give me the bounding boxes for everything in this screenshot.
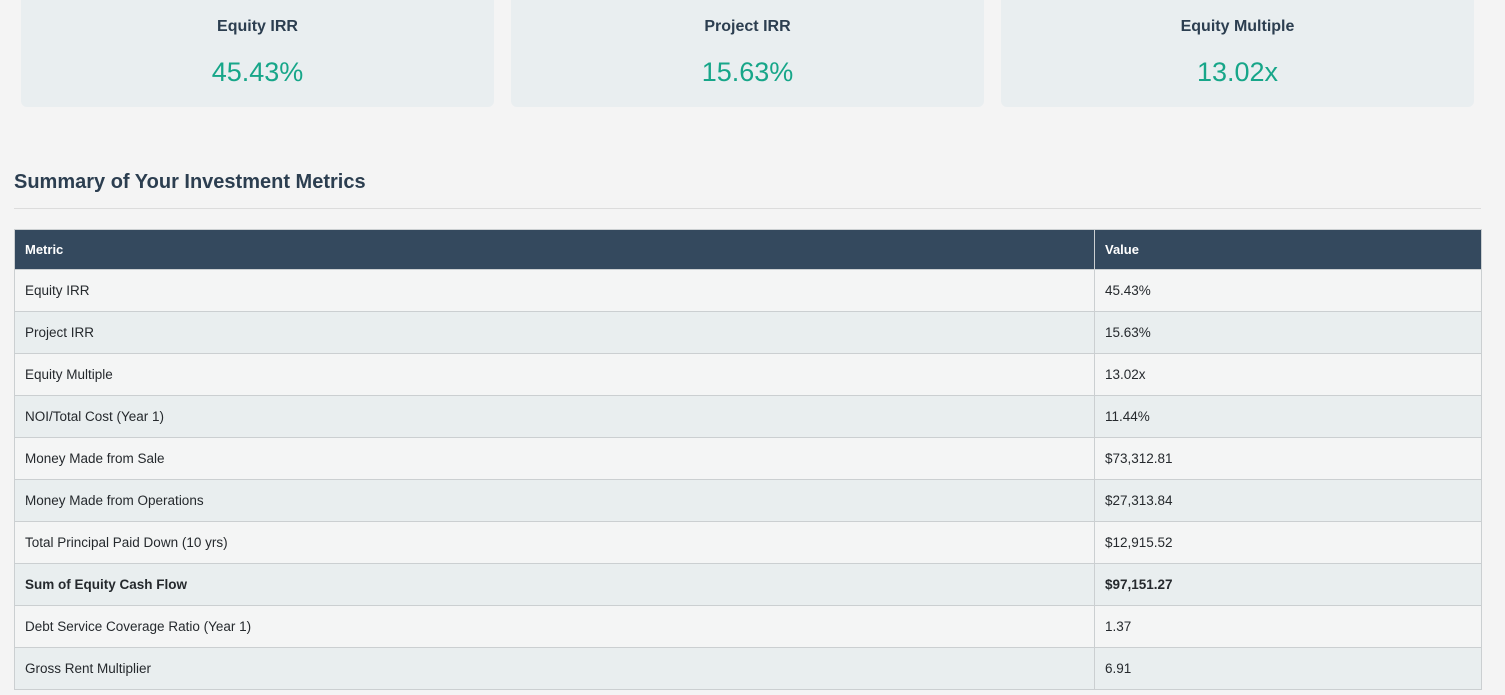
metric-value-cell: $97,151.27 — [1094, 563, 1482, 606]
kpi-card-value: 15.63% — [701, 57, 794, 87]
metric-name-cell: Project IRR — [14, 311, 1095, 354]
metric-name-cell: Money Made from Sale — [14, 437, 1095, 480]
table-row: Equity IRR 45.43% — [14, 269, 1482, 312]
metric-value-cell: 1.37 — [1094, 605, 1482, 648]
metrics-table: Metric Value Equity IRR 45.43% Project I… — [14, 229, 1482, 690]
metric-name-cell: Equity Multiple — [14, 353, 1095, 396]
table-row: Project IRR 15.63% — [14, 311, 1482, 354]
metric-name-cell: Money Made from Operations — [14, 479, 1095, 522]
metrics-table-header-row: Metric Value — [14, 229, 1482, 270]
section-title: Summary of Your Investment Metrics — [14, 171, 366, 193]
kpi-card-label: Equity IRR — [217, 18, 298, 35]
metrics-table-head: Metric Value — [14, 229, 1482, 270]
column-header-metric: Metric — [14, 229, 1095, 270]
column-header-value: Value — [1094, 229, 1482, 270]
table-row: Money Made from Operations $27,313.84 — [14, 479, 1482, 522]
kpi-cards-row: Equity IRR 45.43% Project IRR 15.63% Equ… — [0, 0, 1505, 107]
metric-name-cell: Debt Service Coverage Ratio (Year 1) — [14, 605, 1095, 648]
kpi-card: Project IRR 15.63% — [511, 0, 984, 107]
table-row: Debt Service Coverage Ratio (Year 1) 1.3… — [14, 605, 1482, 648]
metric-name-cell: NOI/Total Cost (Year 1) — [14, 395, 1095, 438]
metric-value-cell: $27,313.84 — [1094, 479, 1482, 522]
kpi-card: Equity IRR 45.43% — [21, 0, 494, 107]
table-row: Gross Rent Multiplier 6.91 — [14, 647, 1482, 690]
metric-name-cell: Sum of Equity Cash Flow — [14, 563, 1095, 606]
metric-value-cell: $73,312.81 — [1094, 437, 1482, 480]
metric-value-cell: 45.43% — [1094, 269, 1482, 312]
metric-value-cell: 13.02x — [1094, 353, 1482, 396]
metric-name-cell: Gross Rent Multiplier — [14, 647, 1095, 690]
metric-name-cell: Equity IRR — [14, 269, 1095, 312]
kpi-card-label: Project IRR — [704, 18, 791, 35]
metric-value-cell: 15.63% — [1094, 311, 1482, 354]
metric-value-cell: 11.44% — [1094, 395, 1482, 438]
metrics-table-body: Equity IRR 45.43% Project IRR 15.63% Equ… — [14, 269, 1482, 690]
metric-value-cell: $12,915.52 — [1094, 521, 1482, 564]
kpi-card-value: 13.02x — [1196, 57, 1279, 87]
section-divider — [14, 208, 1481, 209]
kpi-card-value: 45.43% — [211, 57, 304, 87]
kpi-card: Equity Multiple 13.02x — [1001, 0, 1474, 107]
table-row: Money Made from Sale $73,312.81 — [14, 437, 1482, 480]
table-row: Equity Multiple 13.02x — [14, 353, 1482, 396]
metric-value-cell: 6.91 — [1094, 647, 1482, 690]
table-row: Total Principal Paid Down (10 yrs) $12,9… — [14, 521, 1482, 564]
kpi-card-label: Equity Multiple — [1180, 18, 1295, 35]
table-row: NOI/Total Cost (Year 1) 11.44% — [14, 395, 1482, 438]
metric-name-cell: Total Principal Paid Down (10 yrs) — [14, 521, 1095, 564]
table-row: Sum of Equity Cash Flow $97,151.27 — [14, 563, 1482, 606]
